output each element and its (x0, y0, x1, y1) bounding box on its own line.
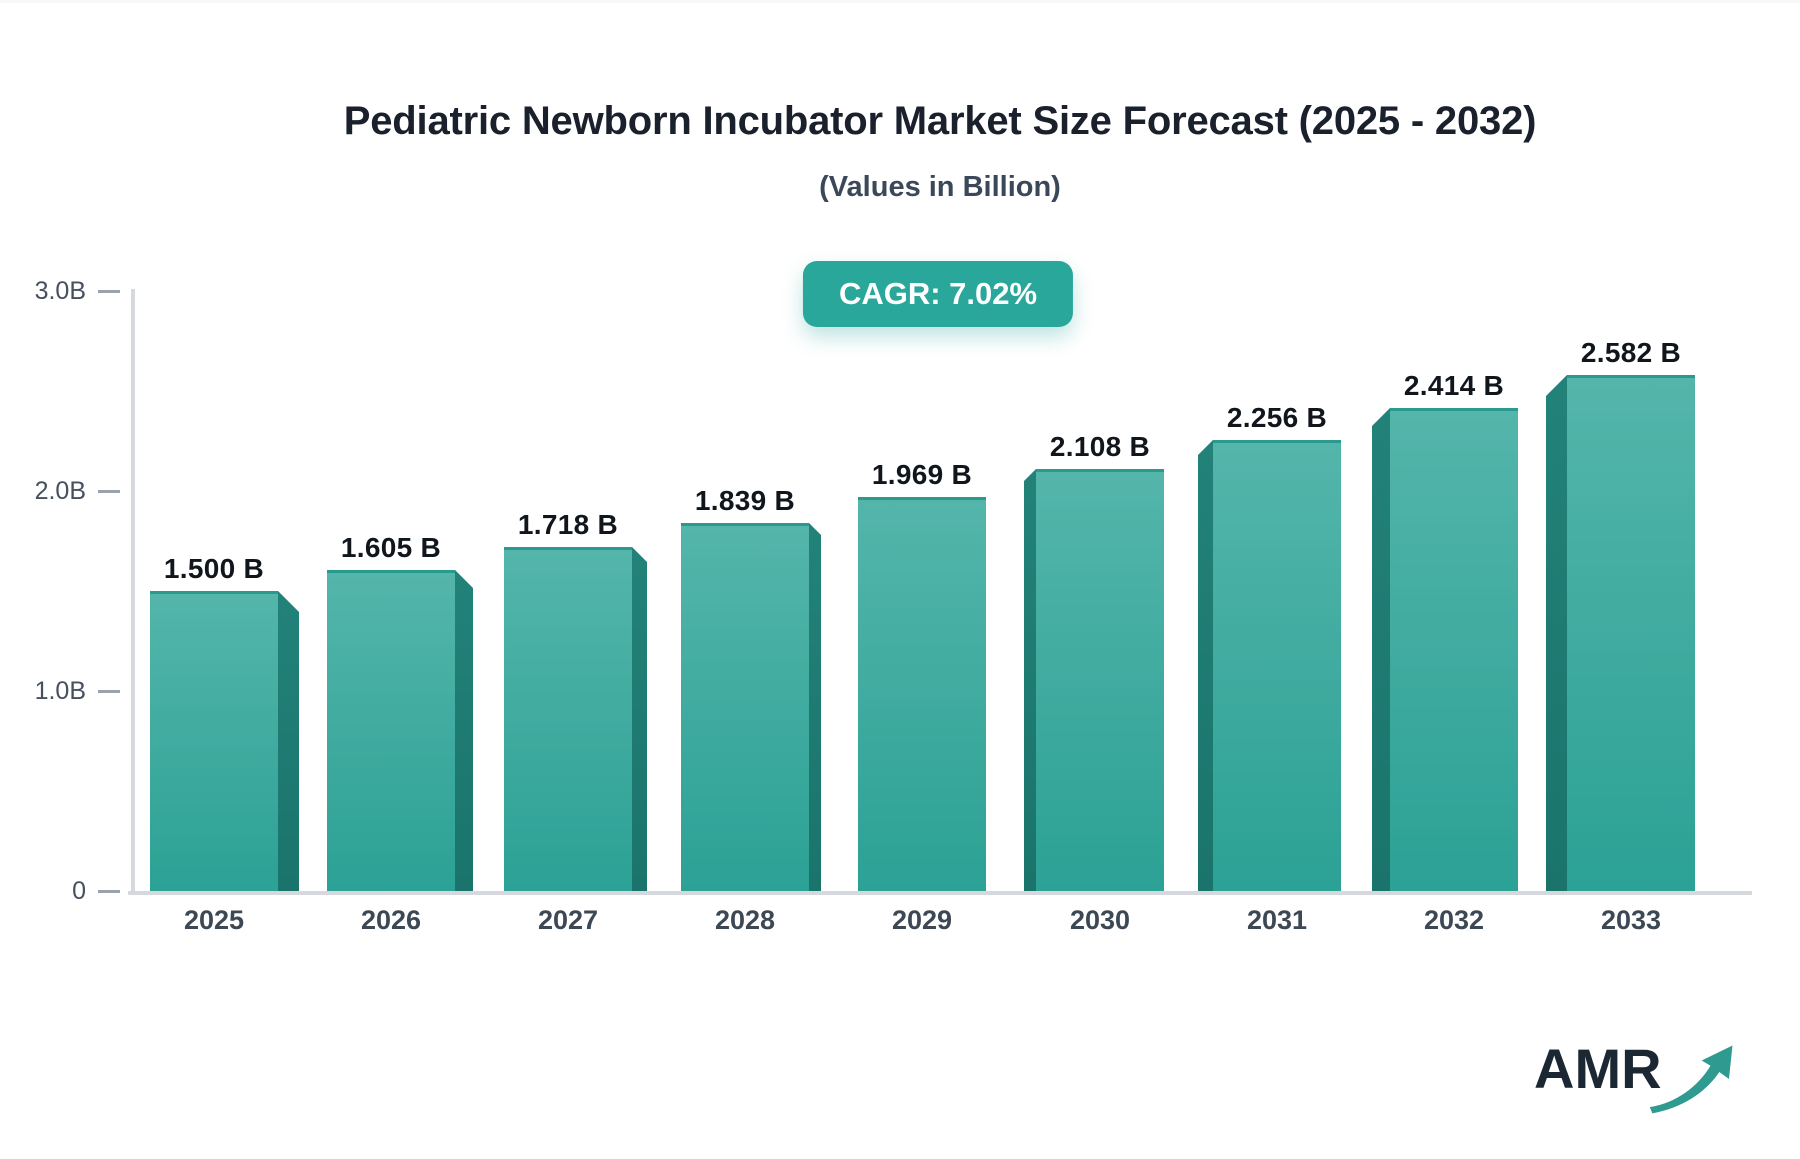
bar-2027 (504, 547, 632, 891)
x-axis-label-2032: 2032 (1423, 905, 1485, 935)
brand-logo: AMR (1534, 1039, 1736, 1117)
y-axis-tick (98, 690, 120, 693)
bar-2033 (1567, 375, 1695, 891)
y-axis-tick-label: 0 (72, 877, 86, 905)
brand-logo-text: AMR (1534, 1037, 1662, 1100)
bar-value-label-2028: 1.839 B (694, 485, 796, 516)
bar-value-label-2027: 1.718 B (517, 509, 619, 540)
bar-value-label-2026: 1.605 B (340, 532, 442, 563)
bar-2028 (681, 523, 809, 891)
bar-3d-side-2028 (809, 523, 821, 891)
bar-2030 (1036, 469, 1164, 891)
bar-3d-side-2033 (1546, 375, 1567, 891)
bar-3d-side-2031 (1198, 440, 1213, 891)
bar-value-label-2030: 2.108 B (1049, 431, 1151, 462)
bar-value-label-2033: 2.582 B (1580, 337, 1682, 368)
bar-2029 (858, 497, 986, 891)
bar-3d-side-2027 (632, 547, 647, 891)
bar-3d-side-2032 (1372, 408, 1390, 891)
x-axis-label-2029: 2029 (891, 905, 953, 935)
x-axis-label-2027: 2027 (537, 905, 599, 935)
bar-2025 (150, 591, 278, 891)
bar-2032 (1390, 408, 1518, 891)
bar-3d-side-2026 (455, 570, 473, 891)
chart-subtitle: (Values in Billion) (819, 171, 1061, 203)
chart-title: Pediatric Newborn Incubator Market Size … (343, 99, 1537, 143)
y-axis-tick (98, 290, 120, 293)
y-axis-tick-label: 3.0B (34, 277, 86, 305)
bar-value-label-2032: 2.414 B (1403, 370, 1505, 401)
y-axis-line (131, 289, 135, 894)
y-axis-tick-label: 2.0B (34, 477, 86, 505)
x-axis-label-2030: 2030 (1069, 905, 1131, 935)
bar-3d-side-2030 (1024, 469, 1036, 891)
bar-2026 (327, 570, 455, 891)
x-axis-label-2031: 2031 (1246, 905, 1308, 935)
y-axis-tick-label: 1.0B (34, 677, 86, 705)
y-axis-tick (98, 890, 120, 893)
bar-3d-side-2025 (278, 591, 299, 891)
bar-value-label-2029: 1.969 B (871, 459, 973, 490)
bar-value-label-2025: 1.500 B (163, 553, 265, 584)
x-axis-line (128, 891, 1752, 895)
x-axis-label-2033: 2033 (1600, 905, 1662, 935)
x-axis-label-2026: 2026 (360, 905, 422, 935)
growth-arrow-icon (1649, 1045, 1733, 1114)
y-axis-tick (98, 490, 120, 493)
bar-2031 (1213, 440, 1341, 891)
x-axis-label-2028: 2028 (714, 905, 776, 935)
x-axis-label-2025: 2025 (183, 905, 245, 935)
bar-value-label-2031: 2.256 B (1226, 402, 1328, 433)
cagr-badge: CAGR: 7.02% (802, 261, 1074, 327)
